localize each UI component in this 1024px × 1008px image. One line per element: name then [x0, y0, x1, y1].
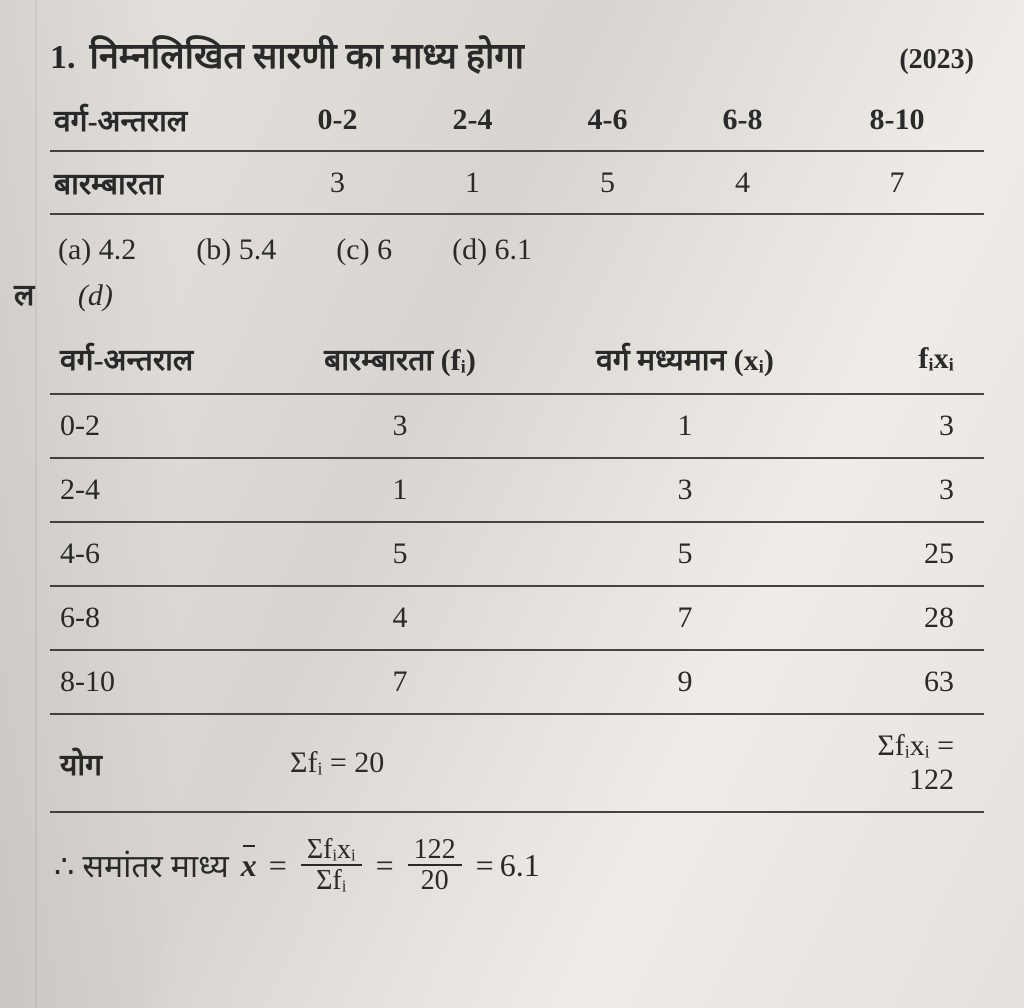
freq-cell: 4	[675, 151, 810, 214]
frac-den: Σfᵢ	[310, 866, 352, 895]
freq-cell: 3	[270, 151, 405, 214]
sum-row: योग Σfᵢ = 20 Σfᵢxᵢ = 122	[50, 714, 984, 812]
x-cell: 1	[540, 394, 830, 458]
interval-cell: 2-4	[50, 458, 260, 522]
x-bar: x	[241, 847, 257, 884]
options-row: (a) 4.2 (b) 5.4 (c) 6 (d) 6.1	[58, 233, 984, 267]
table-row: बारम्बारता 3 1 5 4 7	[50, 151, 984, 214]
interval-cell: 4-6	[540, 89, 675, 151]
col-header: वर्ग-अन्तराल	[50, 324, 260, 394]
sum-fx: Σfᵢxᵢ = 122	[830, 714, 984, 812]
interval-cell: 4-6	[50, 522, 260, 586]
fx-cell: 25	[830, 522, 984, 586]
frac-num: Σfᵢxᵢ	[301, 835, 362, 864]
table-row: 2-4 1 3 3	[50, 458, 984, 522]
table-row: वर्ग-अन्तराल 0-2 2-4 4-6 6-8 8-10	[50, 89, 984, 151]
option-a: (a) 4.2	[58, 233, 136, 267]
option-b: (b) 5.4	[196, 233, 276, 267]
x-cell: 9	[540, 650, 830, 714]
row-header: बारम्बारता	[50, 151, 270, 214]
row-header: वर्ग-अन्तराल	[50, 89, 270, 151]
option-c: (c) 6	[336, 233, 392, 267]
table-row: 8-10 7 9 63	[50, 650, 984, 714]
interval-cell: 2-4	[405, 89, 540, 151]
table-header-row: वर्ग-अन्तराल बारम्बारता (fᵢ) वर्ग मध्यमा…	[50, 324, 984, 394]
table-row: 0-2 3 1 3	[50, 394, 984, 458]
fx-cell: 28	[830, 586, 984, 650]
formula-result: 6.1	[500, 847, 540, 884]
fraction-1: Σfᵢxᵢ Σfᵢ	[301, 835, 362, 896]
formula-lead: ∴ समांतर माध्य	[54, 844, 229, 887]
question-row: 1. निम्नलिखित सारणी का माध्य होगा (2023)	[50, 30, 984, 79]
empty-cell	[540, 714, 830, 812]
interval-cell: 6-8	[675, 89, 810, 151]
equals-sign: =	[476, 847, 494, 884]
data-table: वर्ग-अन्तराल 0-2 2-4 4-6 6-8 8-10 बारम्ब…	[50, 89, 984, 215]
sum-f: Σfᵢ = 20	[260, 714, 540, 812]
f-cell: 4	[260, 586, 540, 650]
table-row: 6-8 4 7 28	[50, 586, 984, 650]
col-header: बारम्बारता (fᵢ)	[260, 324, 540, 394]
frac-num: 122	[408, 835, 462, 864]
question-year: (2023)	[899, 44, 974, 76]
question-text: निम्नलिखित सारणी का माध्य होगा	[90, 30, 524, 79]
interval-cell: 0-2	[270, 89, 405, 151]
frac-den: 20	[415, 866, 455, 895]
f-cell: 5	[260, 522, 540, 586]
f-cell: 7	[260, 650, 540, 714]
fx-cell: 63	[830, 650, 984, 714]
fraction-2: 122 20	[408, 835, 462, 896]
col-header: fᵢxᵢ	[830, 324, 984, 394]
freq-cell: 1	[405, 151, 540, 214]
fx-cell: 3	[830, 458, 984, 522]
sum-label: योग	[50, 714, 260, 812]
col-header: वर्ग मध्यमान (xᵢ)	[540, 324, 830, 394]
x-cell: 5	[540, 522, 830, 586]
interval-cell: 8-10	[50, 650, 260, 714]
x-cell: 7	[540, 586, 830, 650]
fx-cell: 3	[830, 394, 984, 458]
x-cell: 3	[540, 458, 830, 522]
answer-marker: ल (d)	[50, 273, 984, 314]
freq-cell: 7	[810, 151, 984, 214]
question-number: 1.	[50, 39, 76, 77]
interval-cell: 6-8	[50, 586, 260, 650]
freq-cell: 5	[540, 151, 675, 214]
solution-table: वर्ग-अन्तराल बारम्बारता (fᵢ) वर्ग मध्यमा…	[50, 324, 984, 813]
interval-cell: 8-10	[810, 89, 984, 151]
f-cell: 3	[260, 394, 540, 458]
answer-prefix: ल	[14, 279, 34, 312]
f-cell: 1	[260, 458, 540, 522]
mean-formula: ∴ समांतर माध्य x = Σfᵢxᵢ Σfᵢ = 122 20 = …	[50, 835, 984, 896]
equals-sign: =	[376, 847, 394, 884]
option-d: (d) 6.1	[452, 233, 532, 267]
interval-cell: 0-2	[50, 394, 260, 458]
equals-sign: =	[269, 847, 287, 884]
answer-label: (d)	[78, 279, 113, 312]
table-row: 4-6 5 5 25	[50, 522, 984, 586]
